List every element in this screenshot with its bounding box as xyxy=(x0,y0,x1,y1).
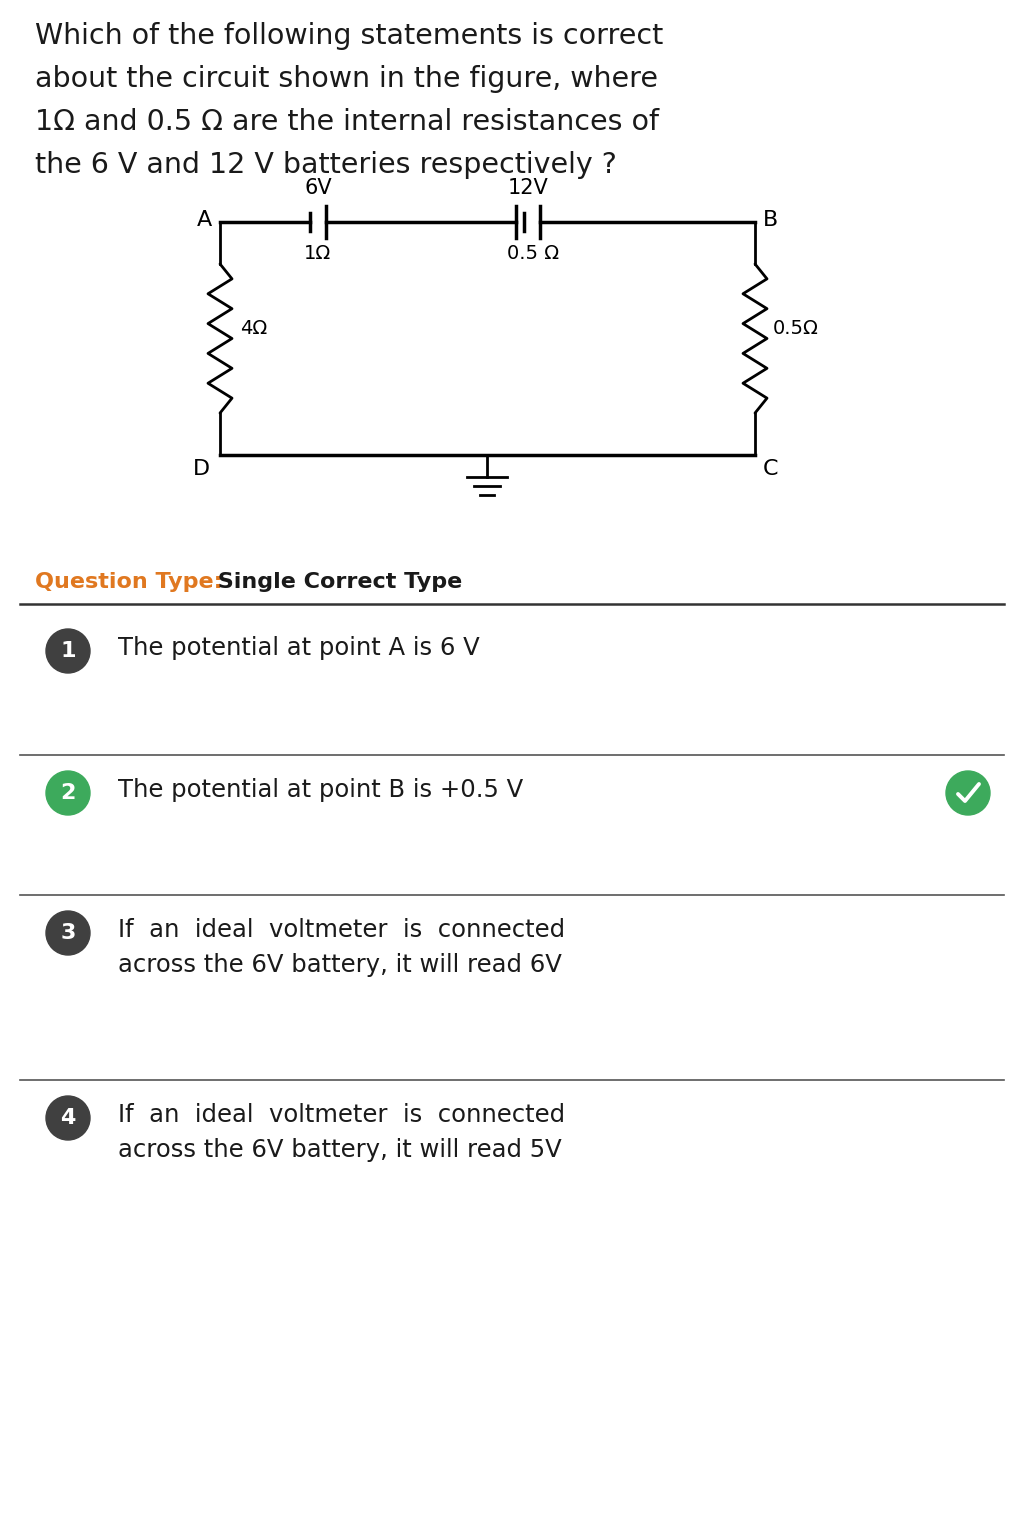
Text: 1Ω and 0.5 Ω are the internal resistances of: 1Ω and 0.5 Ω are the internal resistance… xyxy=(35,109,659,136)
Text: D: D xyxy=(193,459,210,479)
Text: about the circuit shown in the figure, where: about the circuit shown in the figure, w… xyxy=(35,64,658,93)
Text: 3: 3 xyxy=(60,923,76,942)
Text: 2: 2 xyxy=(60,783,76,803)
Text: 1Ω: 1Ω xyxy=(304,243,332,263)
Text: The potential at point B is +0.5 V: The potential at point B is +0.5 V xyxy=(118,777,523,802)
Text: If  an  ideal  voltmeter  is  connected: If an ideal voltmeter is connected xyxy=(118,918,565,942)
Text: Question Type:: Question Type: xyxy=(35,572,222,592)
Text: across the 6V battery, it will read 6V: across the 6V battery, it will read 6V xyxy=(118,953,562,978)
Text: 4: 4 xyxy=(60,1108,76,1128)
Text: Single Correct Type: Single Correct Type xyxy=(210,572,462,592)
Circle shape xyxy=(46,1095,90,1140)
Text: the 6 V and 12 V batteries respectively ?: the 6 V and 12 V batteries respectively … xyxy=(35,151,616,179)
Text: A: A xyxy=(197,210,212,230)
Text: 0.5Ω: 0.5Ω xyxy=(773,318,819,338)
Text: 1: 1 xyxy=(60,641,76,661)
Text: If  an  ideal  voltmeter  is  connected: If an ideal voltmeter is connected xyxy=(118,1103,565,1128)
Circle shape xyxy=(46,771,90,815)
Text: across the 6V battery, it will read 5V: across the 6V battery, it will read 5V xyxy=(118,1138,562,1161)
Text: 4Ω: 4Ω xyxy=(240,318,267,338)
Text: 0.5 Ω: 0.5 Ω xyxy=(507,243,559,263)
Circle shape xyxy=(46,629,90,673)
Text: B: B xyxy=(763,210,778,230)
Text: Which of the following statements is correct: Which of the following statements is cor… xyxy=(35,21,664,50)
Text: C: C xyxy=(763,459,778,479)
Circle shape xyxy=(46,910,90,955)
Text: The potential at point A is 6 V: The potential at point A is 6 V xyxy=(118,636,480,659)
Circle shape xyxy=(946,771,990,815)
Text: 12V: 12V xyxy=(508,177,549,197)
Text: 6V: 6V xyxy=(304,177,332,197)
